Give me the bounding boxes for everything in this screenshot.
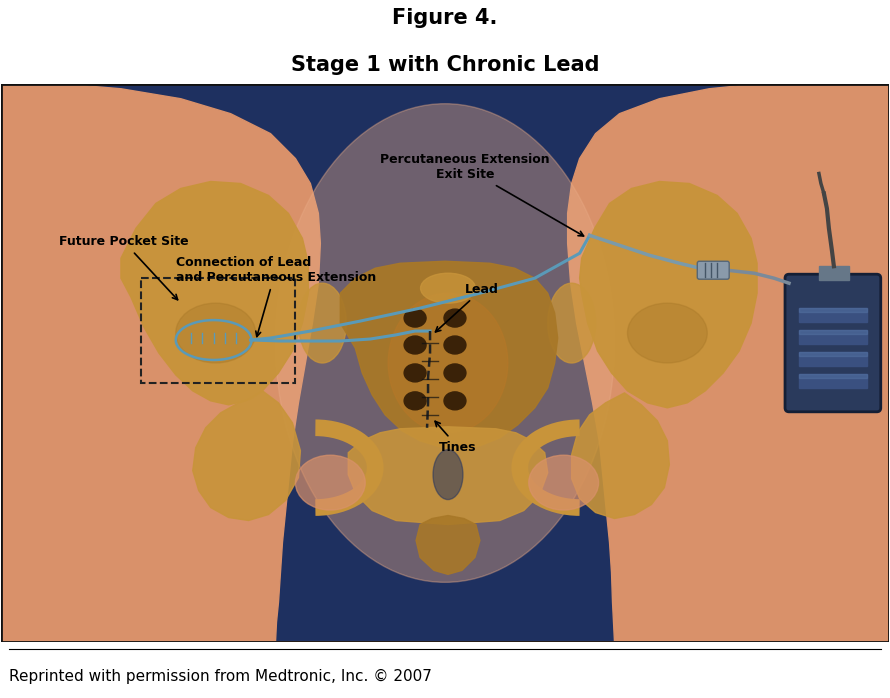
Text: Future Pocket Site: Future Pocket Site [59,235,189,299]
Ellipse shape [433,450,463,500]
Bar [819,266,849,280]
Bar [141,279,295,383]
Ellipse shape [421,273,475,303]
Text: Percutaneous Extension
Exit Site: Percutaneous Extension Exit Site [380,154,584,236]
Polygon shape [579,181,757,408]
Bar [799,330,867,344]
Ellipse shape [444,392,466,410]
FancyBboxPatch shape [697,261,729,279]
Ellipse shape [298,283,346,363]
Text: Tines: Tines [435,422,477,454]
Ellipse shape [404,364,426,382]
Ellipse shape [547,283,595,363]
Bar [799,308,867,312]
Ellipse shape [404,336,426,354]
Bar [799,308,867,322]
Ellipse shape [404,392,426,410]
Ellipse shape [444,336,466,354]
Ellipse shape [404,309,426,327]
Text: Reprinted with permission from Medtronic, Inc. © 2007: Reprinted with permission from Medtronic… [9,669,432,684]
Polygon shape [193,391,301,521]
Polygon shape [417,516,480,574]
Text: Stage 1 with Chronic Lead: Stage 1 with Chronic Lead [291,55,599,75]
Polygon shape [340,261,558,449]
Text: Lead: Lead [435,283,498,332]
Bar [799,374,867,378]
Ellipse shape [627,303,708,363]
Polygon shape [1,84,889,642]
Text: Figure 4.: Figure 4. [392,8,498,29]
Bar [799,330,867,334]
Text: Connection of Lead
and Percutaneous Extension: Connection of Lead and Percutaneous Exte… [175,256,376,336]
Bar [799,352,867,356]
Ellipse shape [276,104,614,582]
FancyBboxPatch shape [785,274,881,412]
Ellipse shape [444,364,466,382]
Ellipse shape [388,293,508,433]
Bar [799,352,867,366]
Polygon shape [121,181,309,405]
Ellipse shape [175,303,255,363]
Polygon shape [348,426,547,524]
Polygon shape [571,393,669,519]
Ellipse shape [295,455,365,510]
Bar [799,374,867,388]
Ellipse shape [444,309,466,327]
Ellipse shape [529,455,599,510]
